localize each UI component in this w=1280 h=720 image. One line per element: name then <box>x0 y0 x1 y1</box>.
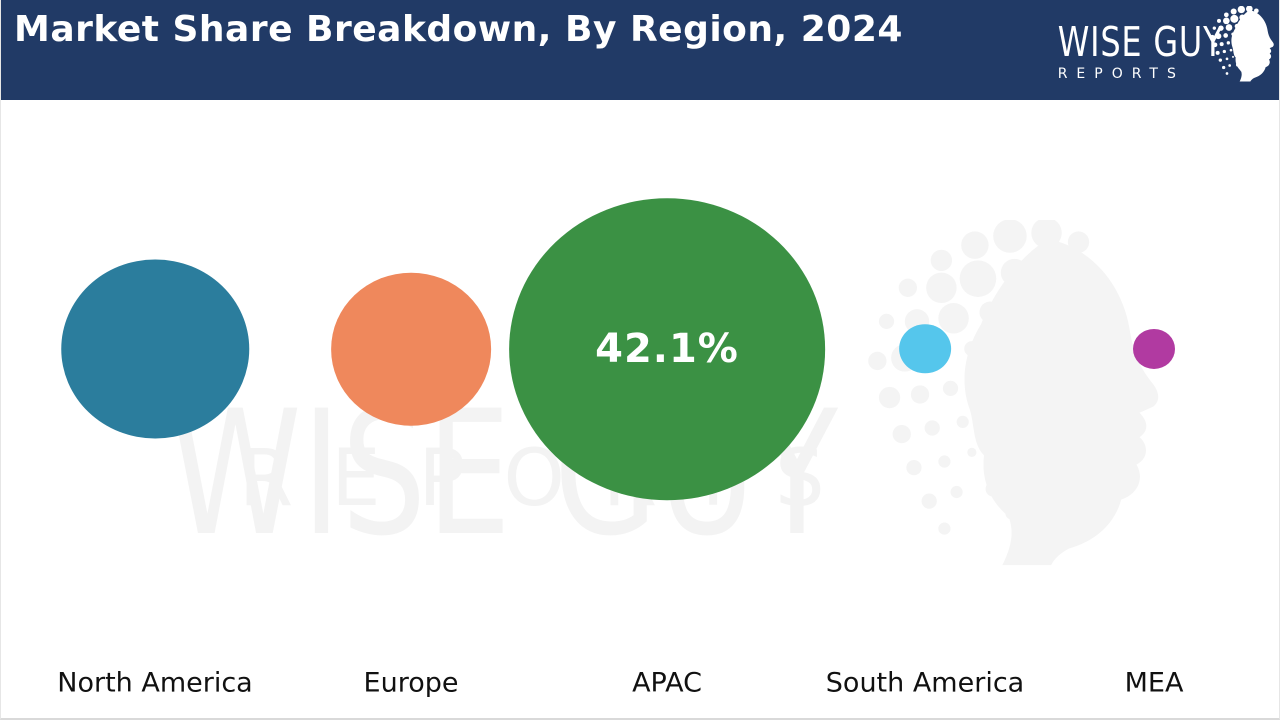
category-label-apac: APAC <box>632 667 702 699</box>
bubble-value-label: 42.1% <box>595 326 739 372</box>
category-label-south-america: South America <box>825 667 1025 699</box>
bubble-mea[interactable] <box>1133 328 1175 370</box>
bubble-north-america[interactable] <box>61 259 249 439</box>
bubble-apac[interactable]: 42.1% <box>509 198 825 500</box>
category-label-north-america: North America <box>57 667 253 699</box>
header: Market Share Breakdown, By Region, 2024 … <box>1 0 1279 100</box>
watermark-head-icon <box>868 220 1159 566</box>
category-label-mea: MEA <box>1124 667 1184 699</box>
category-label-europe: Europe <box>363 667 459 699</box>
logo-text: WISE GUY REPORTS <box>1011 18 1223 82</box>
bubble-south-america[interactable] <box>899 324 951 374</box>
logo-wordmark: WISE GUY <box>1057 18 1223 66</box>
logo-tagline: REPORTS <box>1057 66 1185 82</box>
bubble-europe[interactable] <box>331 272 491 426</box>
page-title: Market Share Breakdown, By Region, 2024 <box>14 9 903 50</box>
wiseguy-logo: WISE GUY REPORTS <box>1011 6 1277 83</box>
bubble-chart: WISE GUY REPORTS North America Europe 42.1… <box>1 100 1279 718</box>
